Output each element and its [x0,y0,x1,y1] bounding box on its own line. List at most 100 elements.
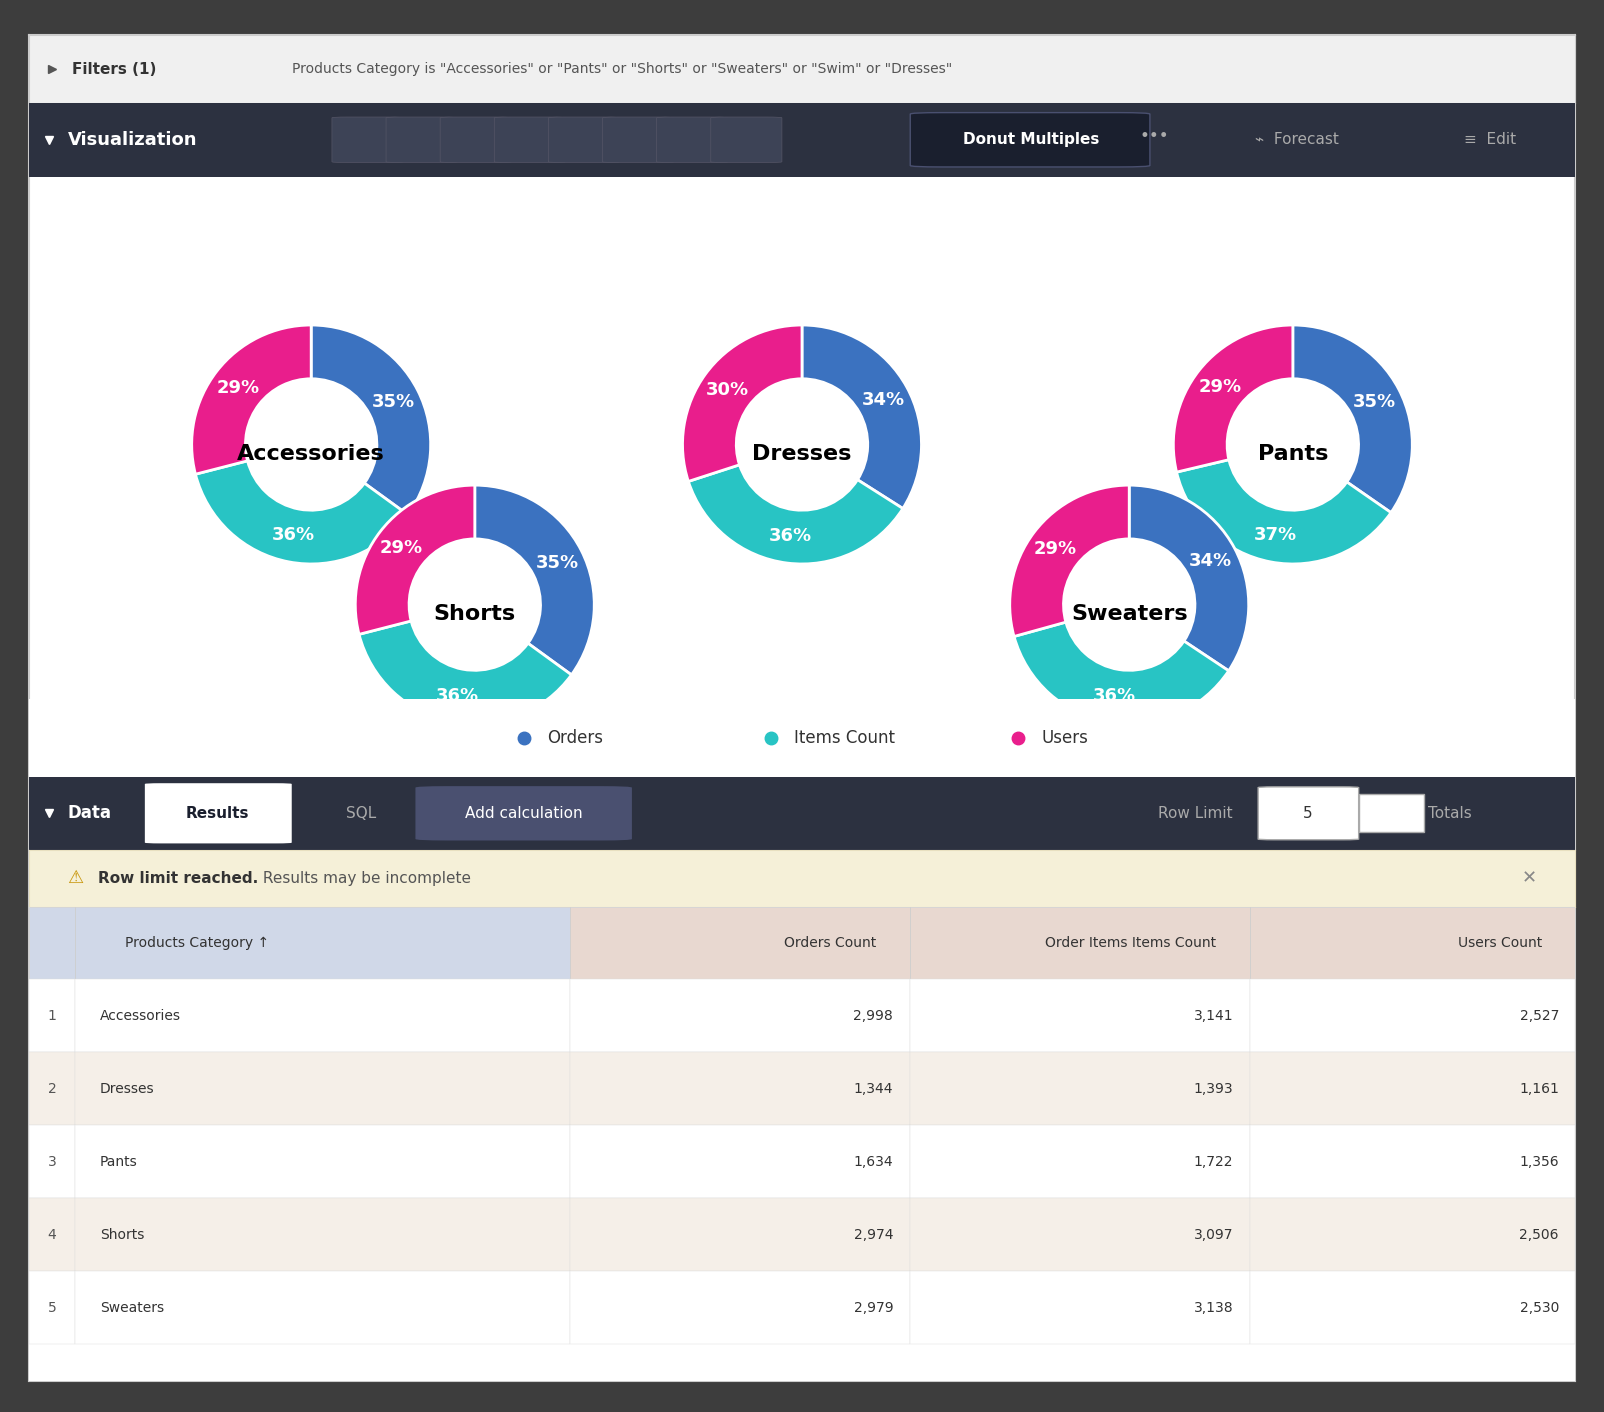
Text: Row Limit: Row Limit [1158,806,1232,820]
Text: 2,998: 2,998 [853,1010,893,1022]
Bar [75,907,569,980]
Text: Orders Count: Orders Count [784,936,876,950]
Text: Visualization: Visualization [67,131,197,148]
Text: 34%: 34% [1189,552,1232,570]
Text: Sweaters: Sweaters [1071,604,1187,624]
Bar [1251,1199,1575,1271]
Text: 29%: 29% [217,378,260,397]
Text: 1,161: 1,161 [1519,1082,1559,1096]
Bar [1251,1052,1575,1125]
FancyBboxPatch shape [909,113,1150,167]
FancyBboxPatch shape [1359,794,1424,833]
Text: 34%: 34% [861,391,905,409]
Text: 5: 5 [1302,806,1312,820]
FancyBboxPatch shape [603,117,674,162]
Text: Products Category is "Accessories" or "Pants" or "Shorts" or "Sweaters" or "Swim: Products Category is "Accessories" or "P… [292,62,953,76]
Text: Shorts: Shorts [99,1228,144,1243]
Wedge shape [683,325,802,481]
Bar [569,1052,909,1125]
Bar [75,980,569,1052]
Wedge shape [1014,623,1229,724]
Text: Results may be incomplete: Results may be incomplete [258,871,470,885]
Wedge shape [356,486,475,634]
Wedge shape [475,486,593,675]
Text: 2,979: 2,979 [853,1300,893,1315]
Bar [1251,1125,1575,1199]
Text: Sweaters: Sweaters [99,1300,164,1315]
Text: Dresses: Dresses [99,1082,154,1096]
Text: Dresses: Dresses [752,443,852,465]
Bar [29,1052,75,1125]
Text: 1,356: 1,356 [1519,1155,1559,1169]
Text: 1: 1 [48,1010,56,1022]
Bar [29,907,75,980]
Text: Data: Data [67,805,112,822]
Text: Donut Multiples: Donut Multiples [962,133,1099,147]
Text: 2: 2 [48,1082,56,1096]
Text: Totals: Totals [1428,806,1472,820]
Text: 1,393: 1,393 [1193,1082,1233,1096]
Text: 35%: 35% [372,394,415,411]
Bar [75,1199,569,1271]
Text: 1,722: 1,722 [1193,1155,1233,1169]
Bar [1251,980,1575,1052]
Wedge shape [802,325,921,508]
Text: 1,344: 1,344 [853,1082,893,1096]
Text: 29%: 29% [1198,378,1241,397]
Text: Pants: Pants [99,1155,138,1169]
FancyBboxPatch shape [1258,786,1359,840]
FancyBboxPatch shape [656,117,728,162]
Text: Pants: Pants [1258,443,1328,465]
Text: 37%: 37% [1254,527,1298,545]
Text: 3: 3 [48,1155,56,1169]
Text: 3,138: 3,138 [1193,1300,1233,1315]
FancyBboxPatch shape [711,117,781,162]
Text: 2,530: 2,530 [1519,1300,1559,1315]
Bar [29,1271,75,1344]
Bar [29,1125,75,1199]
Wedge shape [196,460,407,563]
FancyBboxPatch shape [144,784,292,843]
Bar [75,1125,569,1199]
Text: 3,097: 3,097 [1193,1228,1233,1243]
Bar [569,1199,909,1271]
Text: Accessories: Accessories [237,443,385,465]
Text: 1,634: 1,634 [853,1155,893,1169]
Bar [909,1052,1251,1125]
Text: 29%: 29% [380,539,423,556]
Bar [29,980,75,1052]
Text: 30%: 30% [706,381,749,400]
FancyBboxPatch shape [332,117,403,162]
Bar [75,1052,569,1125]
Wedge shape [1174,325,1293,472]
Text: 4: 4 [48,1228,56,1243]
Wedge shape [359,621,571,724]
Text: 36%: 36% [1092,688,1136,705]
Text: Order Items Items Count: Order Items Items Count [1046,936,1216,950]
Text: Products Category ↑: Products Category ↑ [125,936,269,950]
Text: Items Count: Items Count [794,729,895,747]
FancyBboxPatch shape [415,786,632,840]
Bar [569,1271,909,1344]
Text: ✕: ✕ [1521,870,1537,887]
Text: Add calculation: Add calculation [465,806,582,820]
Text: 36%: 36% [273,527,316,545]
Bar [569,1125,909,1199]
Text: 36%: 36% [436,686,480,705]
Wedge shape [1177,460,1391,563]
Text: ⚠: ⚠ [67,870,83,887]
Bar [909,1271,1251,1344]
Bar [29,1199,75,1271]
Text: ≡  Edit: ≡ Edit [1464,133,1516,147]
Bar [909,980,1251,1052]
Text: 35%: 35% [536,554,579,572]
Text: SQL: SQL [346,806,377,820]
Text: Filters (1): Filters (1) [72,62,157,76]
Wedge shape [192,325,311,474]
Text: Accessories: Accessories [99,1010,181,1022]
Text: 36%: 36% [768,527,812,545]
Text: ⌁  Forecast: ⌁ Forecast [1254,133,1339,147]
FancyBboxPatch shape [494,117,566,162]
Bar [1251,907,1575,980]
Text: 2,974: 2,974 [853,1228,893,1243]
